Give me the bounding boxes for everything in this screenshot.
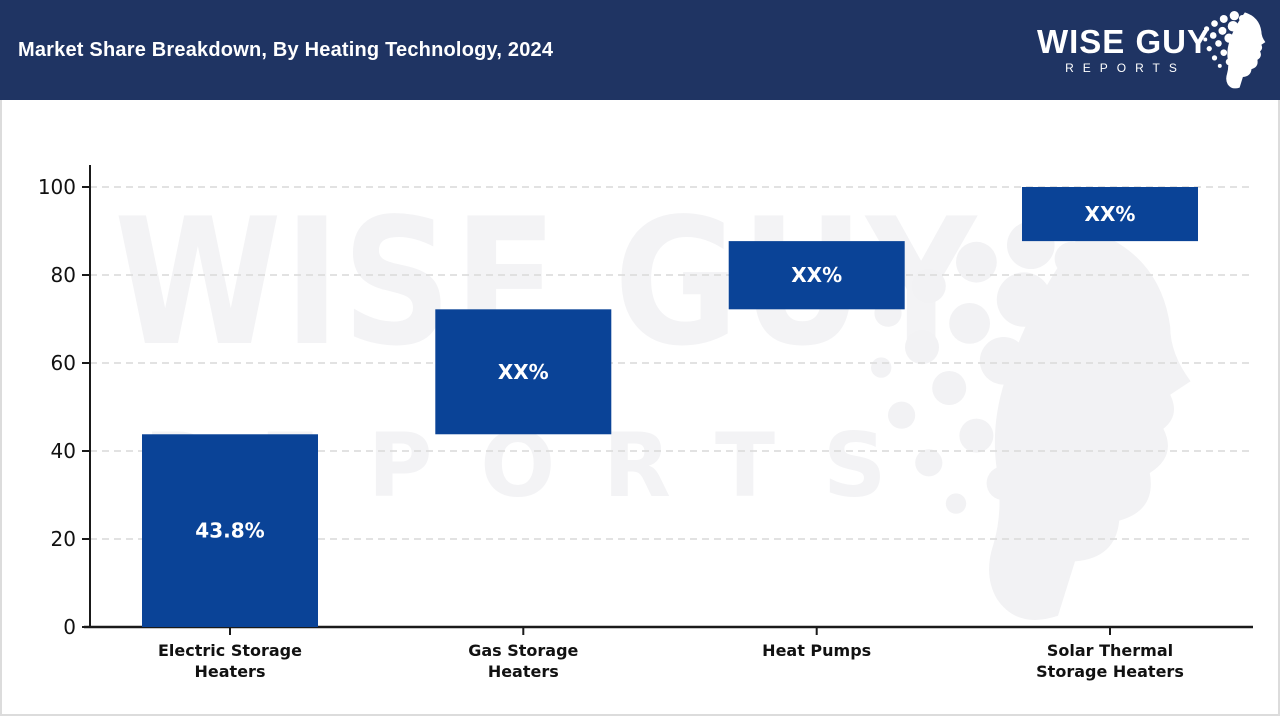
category-label: Heaters bbox=[195, 662, 266, 681]
chart-card: WISE GUY REPORTS 0 20 40 60 80 100 43.8% Electr… bbox=[0, 100, 1280, 716]
header-bar: Market Share Breakdown, By Heating Techn… bbox=[0, 0, 1280, 100]
category-label: Electric Storage bbox=[158, 641, 302, 660]
category-label: Solar Thermal bbox=[1047, 641, 1173, 660]
y-tick-label: 20 bbox=[51, 527, 76, 551]
wiseguy-head-icon bbox=[1203, 11, 1266, 89]
category-label: Gas Storage bbox=[468, 641, 578, 660]
category-label: Storage Heaters bbox=[1036, 662, 1184, 681]
logo-text: WISE GUY REPORTS bbox=[1037, 25, 1210, 75]
bar-value-label: XX% bbox=[791, 263, 842, 287]
bar-segment bbox=[142, 434, 318, 627]
bar-value-label: 43.8% bbox=[195, 519, 264, 543]
y-tick-label: 80 bbox=[51, 263, 76, 287]
bar-value-label: XX% bbox=[1085, 202, 1136, 226]
category-label: Heaters bbox=[488, 662, 559, 681]
y-tick-label: 40 bbox=[51, 439, 76, 463]
wiseguy-logo: WISE GUY REPORTS bbox=[1037, 10, 1266, 90]
y-tick-label: 60 bbox=[51, 351, 76, 375]
waterfall-chart: 0 20 40 60 80 100 43.8% Electric Storage Heaters… bbox=[38, 165, 1253, 681]
bar-segment bbox=[435, 309, 612, 435]
y-tick-label: 0 bbox=[63, 615, 76, 639]
page-title: Market Share Breakdown, By Heating Techn… bbox=[18, 38, 554, 61]
category-label: Heat Pumps bbox=[762, 641, 871, 660]
y-tick-label: 100 bbox=[38, 175, 76, 199]
logo-subtext: REPORTS bbox=[1065, 61, 1186, 75]
logo-wordmark: WISE GUY bbox=[1036, 23, 1210, 60]
bar-value-label: XX% bbox=[498, 360, 549, 384]
